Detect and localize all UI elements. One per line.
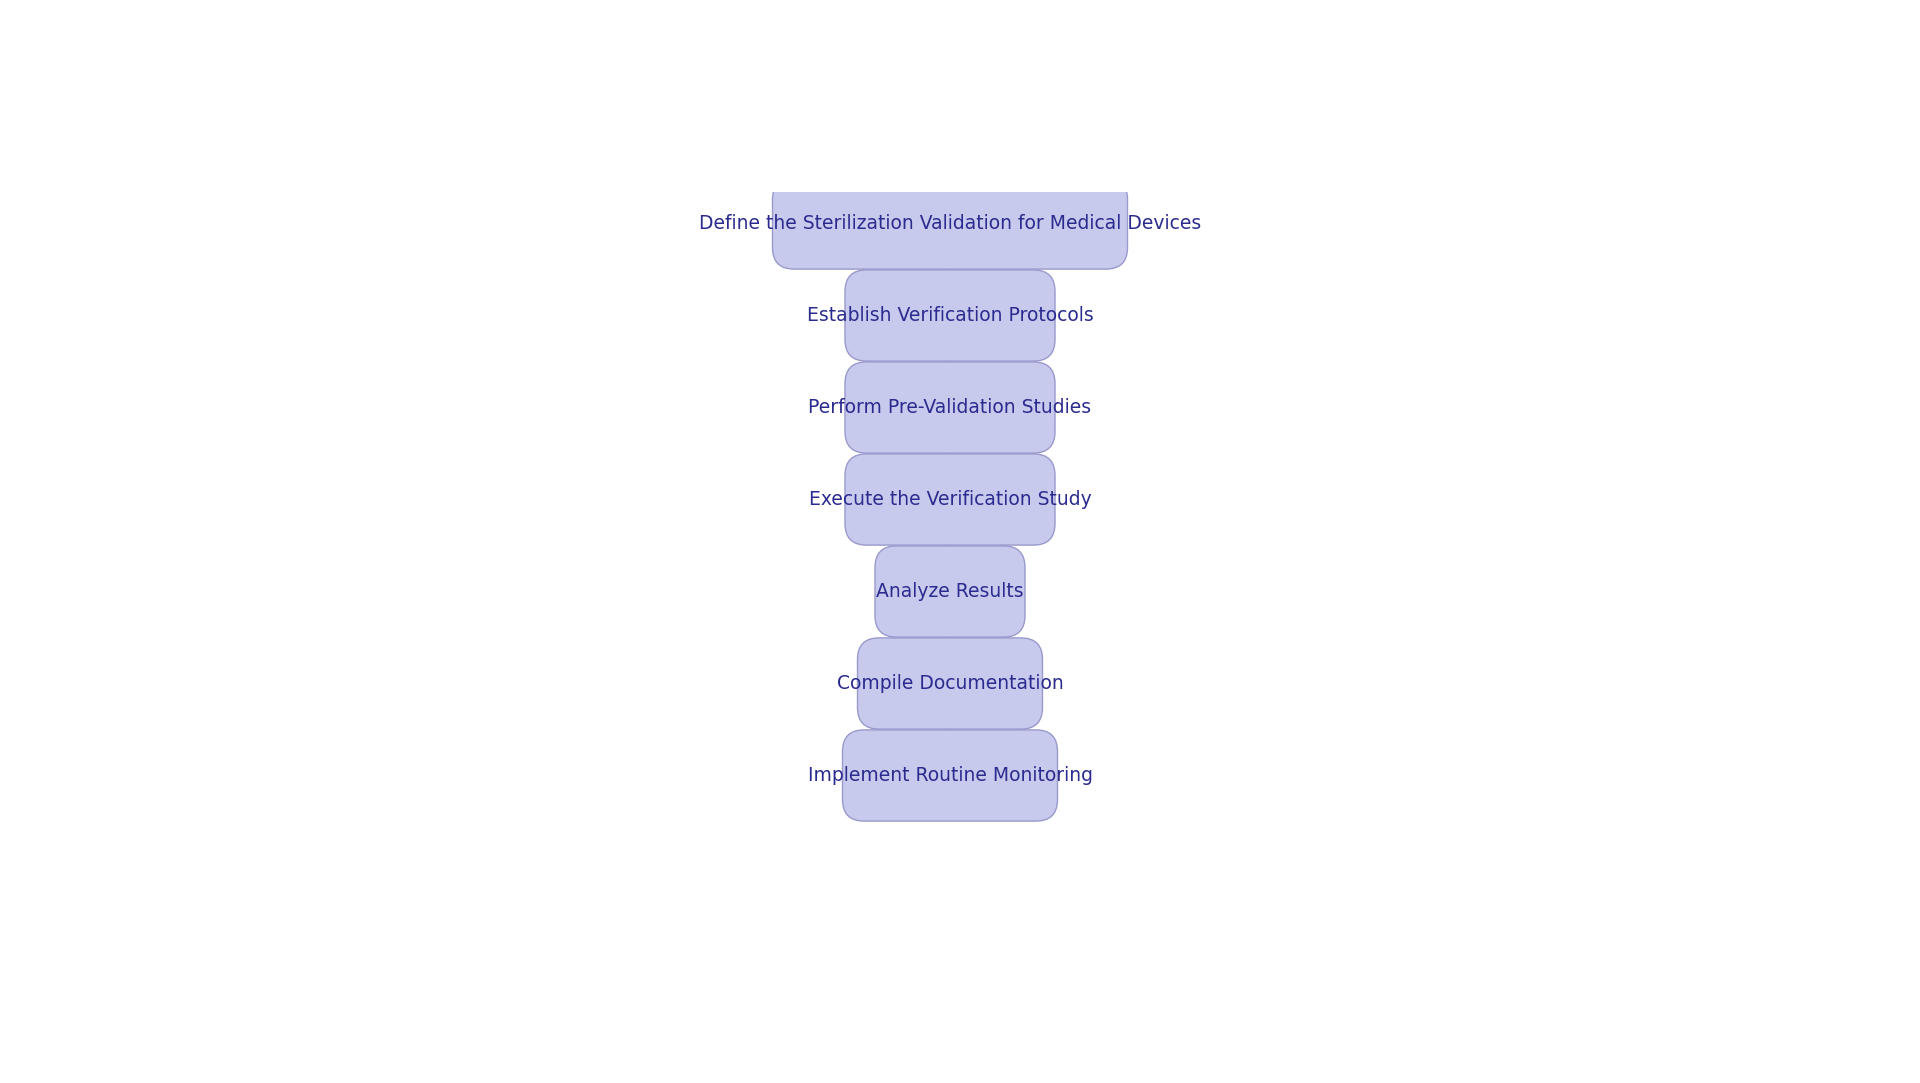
- Text: Establish Verification Protocols: Establish Verification Protocols: [806, 306, 1092, 325]
- FancyBboxPatch shape: [772, 178, 1127, 269]
- Text: Perform Pre-Validation Studies: Perform Pre-Validation Studies: [808, 397, 1092, 417]
- FancyBboxPatch shape: [843, 730, 1058, 821]
- FancyBboxPatch shape: [845, 454, 1054, 545]
- Text: Compile Documentation: Compile Documentation: [837, 674, 1064, 693]
- FancyBboxPatch shape: [845, 270, 1054, 361]
- FancyBboxPatch shape: [876, 546, 1025, 637]
- Text: Implement Routine Monitoring: Implement Routine Monitoring: [808, 766, 1092, 785]
- FancyBboxPatch shape: [858, 638, 1043, 729]
- FancyBboxPatch shape: [845, 362, 1054, 453]
- Text: Execute the Verification Study: Execute the Verification Study: [808, 490, 1091, 509]
- Text: Define the Sterilization Validation for Medical Devices: Define the Sterilization Validation for …: [699, 214, 1202, 233]
- Text: Analyze Results: Analyze Results: [876, 582, 1023, 601]
